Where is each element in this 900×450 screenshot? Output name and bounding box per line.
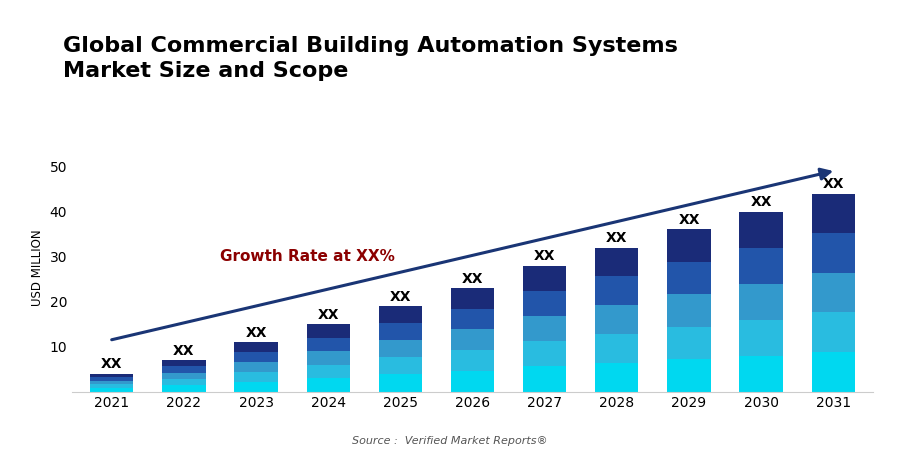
Bar: [595, 334, 638, 363]
Bar: [595, 305, 638, 334]
Bar: [379, 374, 422, 392]
Text: XX: XX: [101, 357, 122, 371]
Text: Growth Rate at XX%: Growth Rate at XX%: [220, 249, 395, 264]
Text: XX: XX: [173, 344, 194, 358]
Text: XX: XX: [318, 308, 339, 322]
Bar: [812, 233, 855, 273]
Bar: [523, 316, 566, 341]
Bar: [595, 363, 638, 392]
Text: Source :  Verified Market Reports®: Source : Verified Market Reports®: [352, 436, 548, 446]
Bar: [234, 372, 278, 382]
Bar: [740, 284, 783, 320]
Y-axis label: USD MILLION: USD MILLION: [31, 230, 44, 306]
Bar: [307, 364, 350, 378]
Bar: [379, 340, 422, 357]
Bar: [812, 352, 855, 392]
Bar: [90, 381, 133, 384]
Bar: [234, 382, 278, 392]
Text: XX: XX: [606, 231, 627, 245]
Bar: [812, 312, 855, 352]
Bar: [307, 378, 350, 392]
Text: XX: XX: [534, 249, 555, 263]
Bar: [234, 352, 278, 362]
Bar: [451, 309, 494, 329]
Bar: [523, 266, 566, 291]
Bar: [234, 362, 278, 372]
Text: XX: XX: [390, 290, 411, 304]
Bar: [595, 276, 638, 305]
Text: XX: XX: [823, 177, 844, 191]
Text: XX: XX: [679, 213, 699, 227]
Bar: [90, 384, 133, 388]
Bar: [162, 385, 205, 392]
Bar: [667, 327, 711, 359]
Bar: [451, 329, 494, 350]
Bar: [162, 366, 205, 373]
Text: XX: XX: [462, 272, 483, 286]
Bar: [523, 366, 566, 392]
Bar: [451, 288, 494, 309]
Bar: [90, 377, 133, 381]
Bar: [307, 351, 350, 364]
Text: Global Commercial Building Automation Systems
Market Size and Scope: Global Commercial Building Automation Sy…: [63, 36, 678, 81]
Bar: [740, 212, 783, 248]
Bar: [162, 379, 205, 385]
Bar: [379, 323, 422, 340]
Bar: [667, 230, 711, 262]
Bar: [740, 248, 783, 284]
Bar: [379, 306, 422, 323]
Bar: [451, 371, 494, 392]
Bar: [740, 356, 783, 392]
Bar: [162, 373, 205, 379]
Bar: [307, 338, 350, 351]
Bar: [667, 359, 711, 392]
Bar: [234, 342, 278, 352]
Bar: [379, 357, 422, 374]
Text: XX: XX: [246, 326, 266, 340]
Text: XX: XX: [751, 195, 772, 209]
Bar: [812, 273, 855, 312]
Bar: [667, 294, 711, 327]
Bar: [740, 320, 783, 356]
Bar: [162, 360, 205, 366]
Bar: [451, 350, 494, 371]
Bar: [523, 291, 566, 316]
Bar: [90, 388, 133, 392]
Bar: [90, 374, 133, 377]
Bar: [307, 324, 350, 338]
Bar: [667, 262, 711, 294]
Bar: [523, 341, 566, 366]
Bar: [812, 194, 855, 233]
Bar: [595, 248, 638, 276]
